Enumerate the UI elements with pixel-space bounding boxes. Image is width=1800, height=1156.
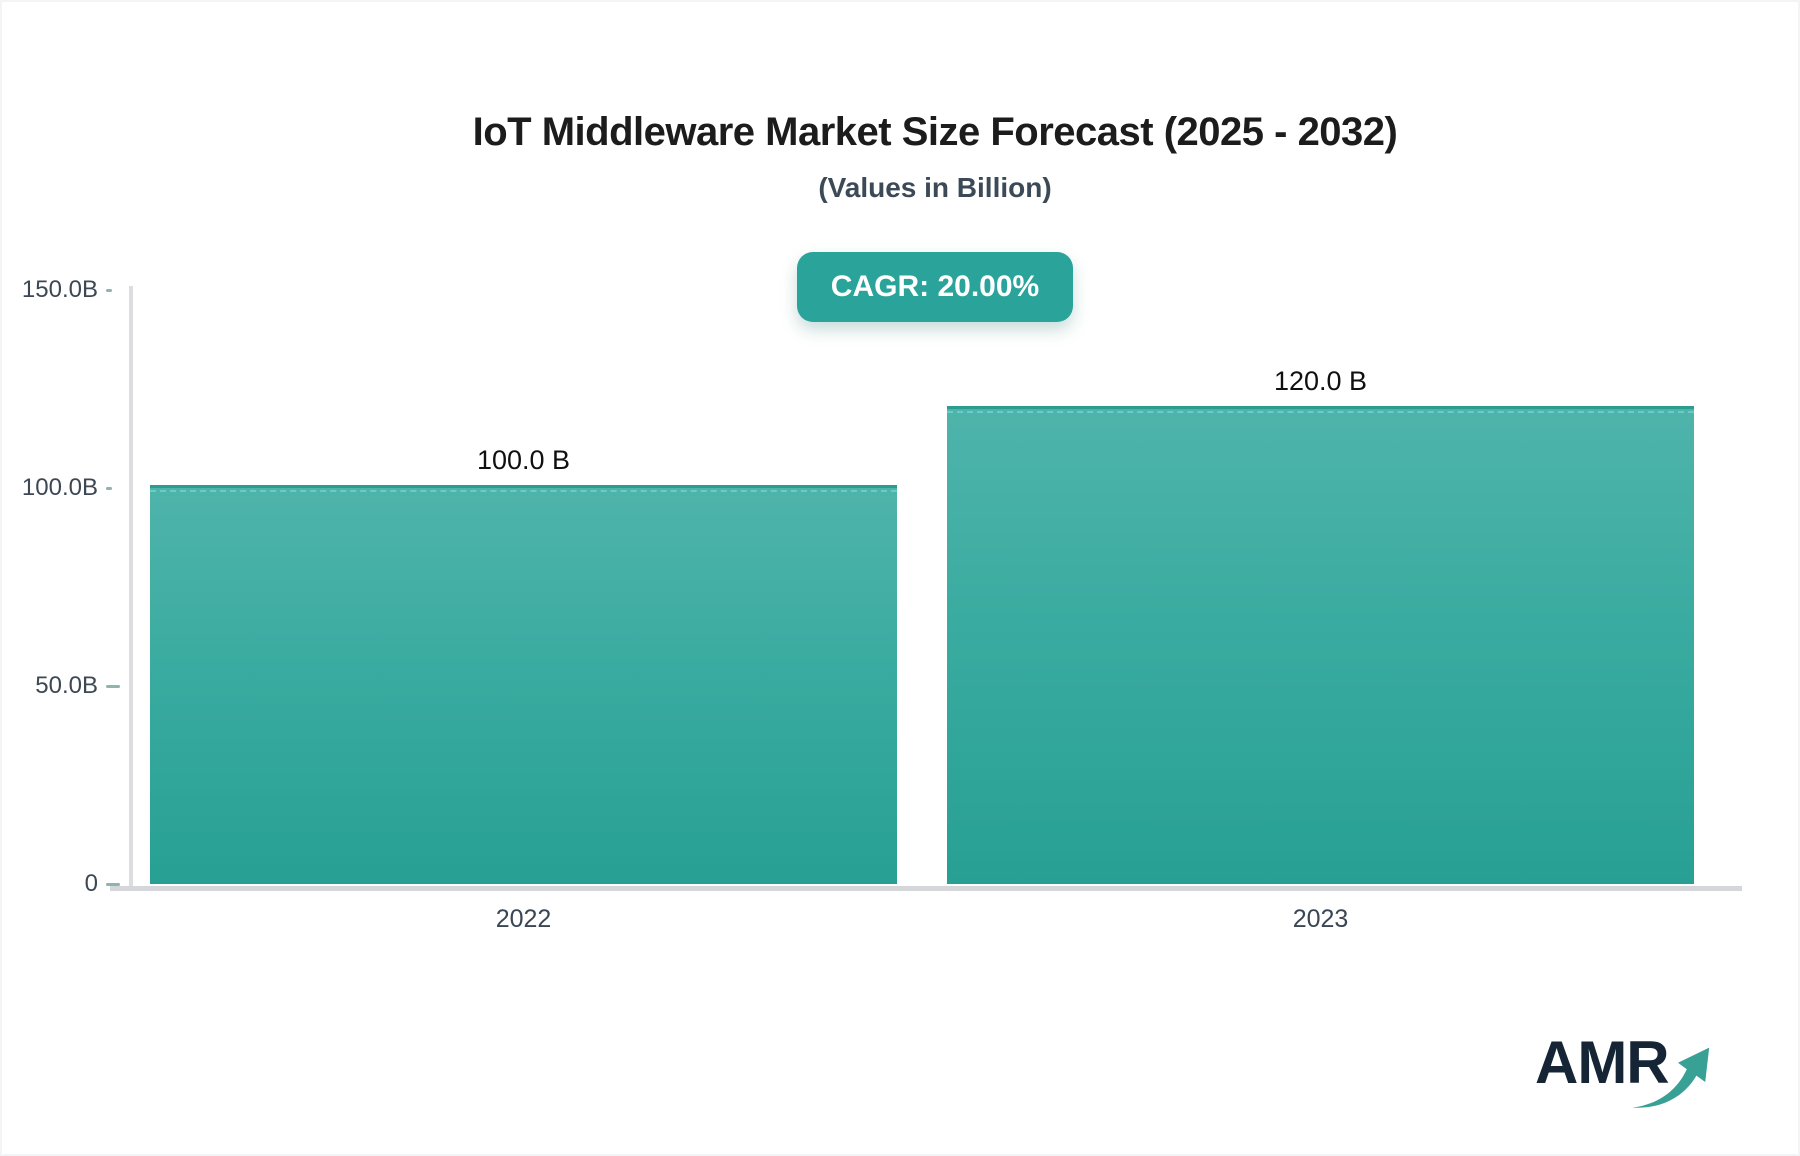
x-axis-label-2023: 2023: [1292, 905, 1349, 933]
x-axis-label-2022: 2022: [495, 905, 552, 933]
chart-subtitle: (Values in Billion): [818, 172, 1052, 203]
tick-mark: [106, 288, 112, 292]
y-tick-label: 50.0B: [35, 672, 98, 699]
bar-2022[interactable]: [150, 485, 897, 884]
y-axis-line: [129, 286, 133, 888]
y-tick-100: 100.0B: [0, 473, 112, 503]
y-tick-label: 100.0B: [21, 474, 98, 501]
amr-logo-text: AMR: [1535, 1029, 1670, 1096]
bar-2023[interactable]: [947, 406, 1694, 884]
tick-mark: [106, 684, 120, 688]
y-tick-150: 150.0B: [0, 275, 112, 305]
growth-arrow-icon: [1632, 1047, 1710, 1108]
y-tick-50: 50.0B: [0, 671, 120, 701]
bar-value-label: 100.0 B: [476, 445, 571, 475]
tick-mark: [106, 486, 112, 490]
bar-group-2022: 100.0 B 2022: [150, 0, 897, 933]
cagr-badge-row: CAGR: 20.00%: [70, 252, 1800, 322]
y-tick-0: 0: [0, 869, 120, 899]
bar-value-label: 120.0 B: [1273, 366, 1368, 396]
cagr-badge: CAGR: 20.00%: [796, 252, 1074, 322]
tick-mark: [106, 882, 120, 886]
x-axis-line: [110, 886, 1742, 891]
amr-logo: AMR: [1535, 1033, 1710, 1115]
y-tick-label: 0: [84, 870, 98, 897]
bar-group-2023: 120.0 B 2023: [947, 0, 1694, 933]
chart-title: IoT Middleware Market Size Forecast (202…: [472, 110, 1398, 154]
y-tick-label: 150.0B: [21, 276, 98, 303]
